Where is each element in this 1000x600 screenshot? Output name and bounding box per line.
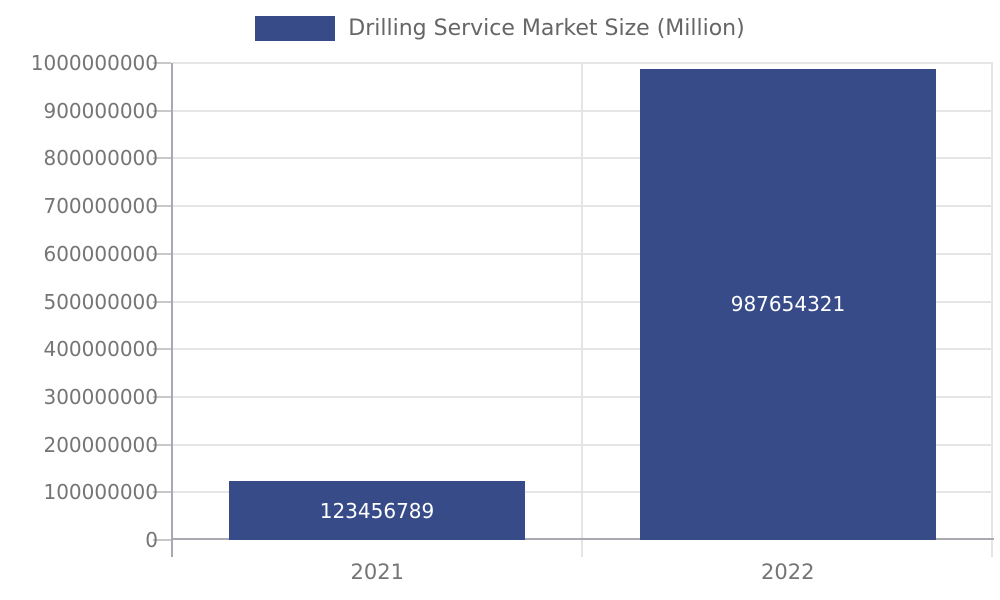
y-axis-label: 400000000 bbox=[43, 337, 158, 362]
y-axis-tick bbox=[153, 205, 171, 208]
x-axis-label: 2021 bbox=[350, 560, 404, 584]
y-axis-label: 100000000 bbox=[43, 480, 158, 505]
gridline bbox=[172, 109, 993, 112]
legend[interactable]: Drilling Service Market Size (Million) bbox=[0, 16, 1000, 41]
bar-value-label: 987654321 bbox=[730, 292, 846, 317]
gridline bbox=[172, 157, 993, 160]
gridline bbox=[172, 491, 993, 494]
y-axis-label: 700000000 bbox=[43, 194, 158, 219]
gridline bbox=[172, 62, 993, 64]
y-axis-label: 900000000 bbox=[43, 98, 158, 123]
gridline bbox=[172, 443, 993, 446]
y-axis-tick bbox=[153, 491, 171, 494]
y-axis-tick bbox=[153, 300, 171, 303]
y-axis-tick bbox=[153, 348, 171, 351]
gridline bbox=[172, 252, 993, 255]
y-axis-tick bbox=[153, 157, 171, 160]
y-axis-tick bbox=[153, 443, 171, 446]
y-axis-tick bbox=[153, 395, 171, 398]
gridline bbox=[172, 300, 993, 303]
x-axis-line bbox=[171, 538, 994, 540]
gridline bbox=[172, 395, 993, 398]
bar-2021[interactable]: 123456789 bbox=[229, 481, 525, 540]
y-axis-label: 1000000000 bbox=[30, 51, 158, 75]
y-axis-tick bbox=[153, 539, 171, 541]
y-axis-tick bbox=[153, 62, 171, 64]
category-divider-line bbox=[991, 63, 993, 557]
y-axis-label: 800000000 bbox=[43, 146, 158, 171]
y-axis-label: 300000000 bbox=[43, 384, 158, 409]
x-axis-label: 2022 bbox=[761, 560, 815, 584]
bar-2022[interactable]: 987654321 bbox=[640, 68, 936, 540]
plot-area: 0 100000000 200000000 300000000 400000000 500… bbox=[31, 53, 994, 583]
y-axis-label: 500000000 bbox=[43, 289, 158, 314]
legend-label: Drilling Service Market Size (Million) bbox=[348, 16, 745, 41]
y-axis-tick bbox=[153, 252, 171, 255]
y-axis-label: 200000000 bbox=[43, 432, 158, 457]
y-axis-line bbox=[171, 63, 173, 557]
gridline bbox=[172, 205, 993, 208]
y-axis-label: 0 bbox=[145, 528, 158, 552]
gridline bbox=[172, 348, 993, 351]
legend-swatch bbox=[255, 16, 336, 41]
category-divider-line bbox=[580, 63, 583, 557]
y-axis-tick bbox=[153, 109, 171, 112]
y-axis-label: 600000000 bbox=[43, 241, 158, 266]
bar-value-label: 123456789 bbox=[319, 498, 435, 523]
